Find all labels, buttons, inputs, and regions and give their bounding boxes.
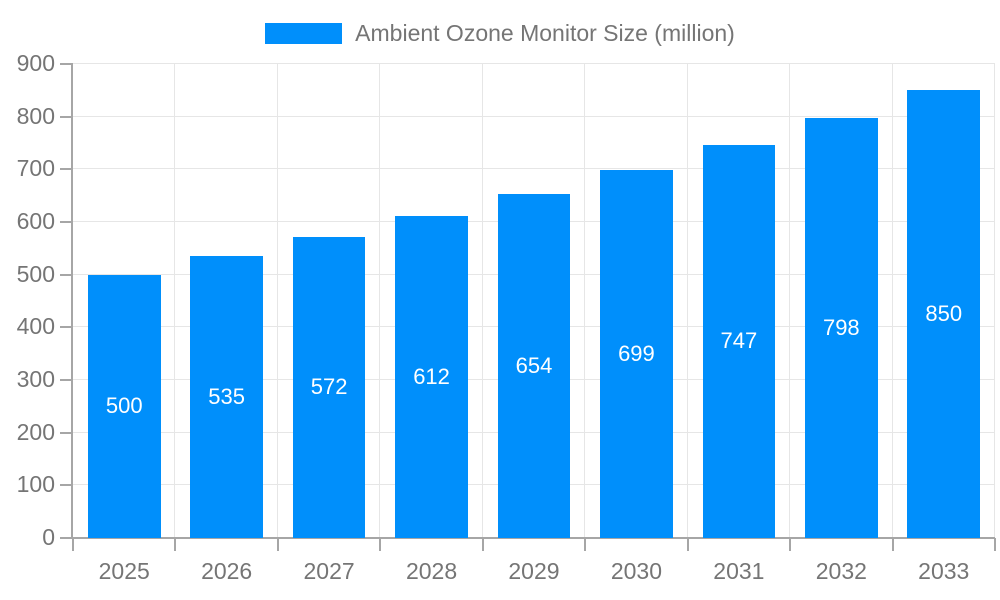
x-axis-tick bbox=[789, 538, 792, 551]
x-axis-label: 2031 bbox=[713, 558, 765, 584]
bar[interactable]: 798 bbox=[804, 117, 878, 538]
x-axis-label: 2029 bbox=[508, 558, 560, 584]
bar-value-label: 612 bbox=[413, 363, 450, 389]
y-axis-label: 800 bbox=[16, 102, 55, 129]
y-axis-tick bbox=[60, 63, 73, 65]
x-axis-tick bbox=[379, 538, 382, 551]
y-axis-tick bbox=[60, 537, 73, 539]
x-gridline bbox=[686, 64, 688, 538]
y-axis-label: 400 bbox=[16, 313, 55, 340]
y-axis-tick bbox=[60, 379, 73, 381]
y-gridline bbox=[73, 168, 995, 170]
x-axis-label: 2026 bbox=[201, 558, 253, 584]
bar-value-label: 699 bbox=[618, 340, 655, 366]
bar[interactable]: 654 bbox=[497, 193, 571, 538]
y-axis-label: 100 bbox=[16, 471, 55, 498]
x-axis-line bbox=[73, 537, 995, 539]
x-axis-label: 2033 bbox=[918, 558, 970, 584]
bar[interactable]: 572 bbox=[292, 236, 366, 538]
x-axis-tick bbox=[174, 538, 177, 551]
x-axis-label: 2032 bbox=[815, 558, 867, 584]
x-gridline bbox=[891, 64, 893, 538]
legend-marker bbox=[265, 23, 343, 44]
bar[interactable]: 699 bbox=[600, 169, 673, 538]
y-axis-tick bbox=[60, 221, 73, 223]
x-gridline bbox=[276, 64, 278, 538]
y-axis-line bbox=[71, 64, 73, 538]
x-gridline bbox=[481, 64, 483, 538]
y-axis-tick bbox=[60, 168, 73, 171]
y-gridline bbox=[73, 63, 995, 64]
bar-value-label: 747 bbox=[720, 328, 758, 354]
x-axis-tick bbox=[994, 538, 996, 551]
x-axis-tick bbox=[481, 538, 484, 551]
x-axis-tick bbox=[891, 538, 894, 551]
y-axis-tick bbox=[60, 431, 73, 434]
y-axis-label: 0 bbox=[42, 524, 55, 551]
x-axis-label: 2025 bbox=[98, 558, 150, 584]
bar-value-label: 654 bbox=[515, 352, 553, 378]
x-axis-tick bbox=[72, 538, 74, 551]
x-axis-label: 2028 bbox=[405, 558, 458, 584]
bar[interactable]: 535 bbox=[190, 256, 264, 538]
x-axis-tick bbox=[276, 538, 279, 551]
bar-value-label: 850 bbox=[925, 301, 963, 327]
legend-label: Ambient Ozone Monitor Size (million) bbox=[355, 20, 735, 46]
y-axis-label: 700 bbox=[16, 155, 55, 182]
x-axis-tick bbox=[686, 538, 689, 551]
bar[interactable]: 747 bbox=[702, 144, 776, 538]
y-gridline bbox=[73, 115, 995, 117]
x-axis-label: 2030 bbox=[610, 558, 663, 584]
y-axis-label: 500 bbox=[16, 260, 55, 287]
y-axis-label: 300 bbox=[16, 366, 55, 393]
y-axis-tick bbox=[60, 273, 73, 276]
x-gridline bbox=[174, 64, 176, 538]
y-axis-label: 600 bbox=[16, 208, 55, 235]
bar-value-label: 572 bbox=[310, 374, 348, 400]
x-gridline bbox=[584, 64, 586, 538]
y-axis-label: 200 bbox=[16, 418, 55, 445]
bar-value-label: 798 bbox=[822, 314, 860, 340]
x-gridline bbox=[379, 64, 381, 538]
bar[interactable]: 500 bbox=[87, 274, 161, 538]
x-gridline bbox=[994, 64, 995, 538]
y-axis-tick bbox=[60, 326, 73, 329]
bar[interactable]: 850 bbox=[907, 90, 981, 538]
bar-value-label: 535 bbox=[208, 384, 246, 410]
x-axis-label: 2027 bbox=[303, 558, 355, 584]
y-axis-label: 900 bbox=[16, 50, 55, 77]
legend[interactable]: Ambient Ozone Monitor Size (million) bbox=[0, 20, 1000, 47]
y-axis-tick bbox=[60, 484, 73, 487]
y-axis-tick bbox=[60, 115, 73, 118]
bar[interactable]: 612 bbox=[395, 215, 468, 538]
bar-value-label: 500 bbox=[105, 393, 143, 419]
x-axis-tick bbox=[584, 538, 587, 551]
x-gridline bbox=[789, 64, 791, 538]
